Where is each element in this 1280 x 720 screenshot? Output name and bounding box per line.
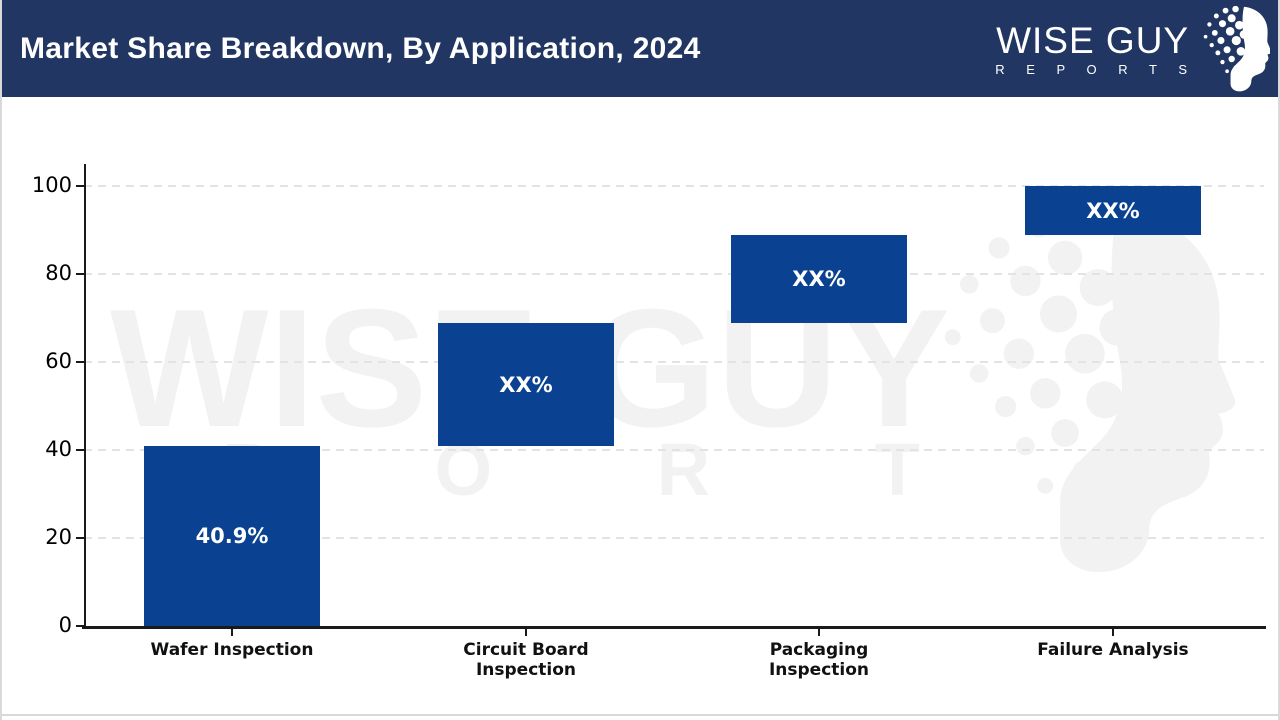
head-profile-dots-icon bbox=[1203, 5, 1270, 91]
y-tick-label-0: 0 bbox=[58, 613, 72, 637]
bar-value-label: XX% bbox=[1086, 198, 1140, 223]
gridline-60 bbox=[84, 361, 1264, 363]
watermark-text-ports: P O R T S bbox=[222, 428, 1206, 511]
x-tick-mark-2 bbox=[525, 627, 527, 636]
logo-wordmark: WISE GUY bbox=[996, 19, 1190, 61]
bar-2: XX% bbox=[438, 323, 614, 447]
y-tick-label-60: 60 bbox=[45, 349, 72, 373]
page-title: Market Share Breakdown, By Application, … bbox=[20, 31, 701, 65]
y-tick-mark-40 bbox=[76, 449, 84, 451]
x-category-label: Wafer Inspection bbox=[150, 640, 314, 660]
gridline-40 bbox=[84, 449, 1264, 451]
y-tick-mark-100 bbox=[76, 185, 84, 187]
head-profile-dots-watermark bbox=[944, 205, 1236, 573]
x-tick-mark-3 bbox=[818, 627, 820, 636]
logo-subtext: R E P O R T S bbox=[995, 61, 1196, 77]
y-tick-mark-60 bbox=[76, 361, 84, 363]
y-tick-label-40: 40 bbox=[45, 437, 72, 461]
bar-1: 40.9% bbox=[144, 446, 320, 626]
brand-logo: WISE GUY R E P O R T S bbox=[989, 5, 1270, 92]
y-tick-mark-80 bbox=[76, 273, 84, 275]
x-axis-line bbox=[82, 626, 1266, 629]
x-tick-mark-1 bbox=[231, 627, 233, 636]
x-tick-mark-4 bbox=[1112, 627, 1114, 636]
bar-value-label: XX% bbox=[499, 372, 553, 397]
x-category-label: Packaging Inspection bbox=[768, 640, 870, 681]
bar-value-label: XX% bbox=[792, 267, 846, 292]
y-axis-line bbox=[84, 164, 86, 628]
gridline-20 bbox=[84, 537, 1264, 539]
header-bar: Market Share Breakdown, By Application, … bbox=[2, 0, 1278, 97]
gridline-80 bbox=[84, 273, 1264, 275]
x-category-label: Failure Analysis bbox=[1037, 640, 1189, 660]
y-tick-label-100: 100 bbox=[31, 173, 72, 197]
gridline-100 bbox=[84, 185, 1264, 187]
brand-logo-text: WISE GUY R E P O R T S bbox=[989, 22, 1196, 76]
y-tick-mark-20 bbox=[76, 537, 84, 539]
bar-3: XX% bbox=[731, 235, 907, 324]
y-tick-mark-0 bbox=[76, 625, 84, 627]
bar-4: XX% bbox=[1025, 186, 1201, 236]
chart-area: WISE GUY P O R T S 0 20 40 60 80 100 40.9% Wafe… bbox=[2, 97, 1278, 716]
y-tick-label-20: 20 bbox=[45, 525, 72, 549]
x-category-label: Circuit Board Inspection bbox=[463, 640, 589, 681]
y-tick-label-80: 80 bbox=[45, 261, 72, 285]
bar-value-label: 40.9% bbox=[195, 524, 269, 548]
